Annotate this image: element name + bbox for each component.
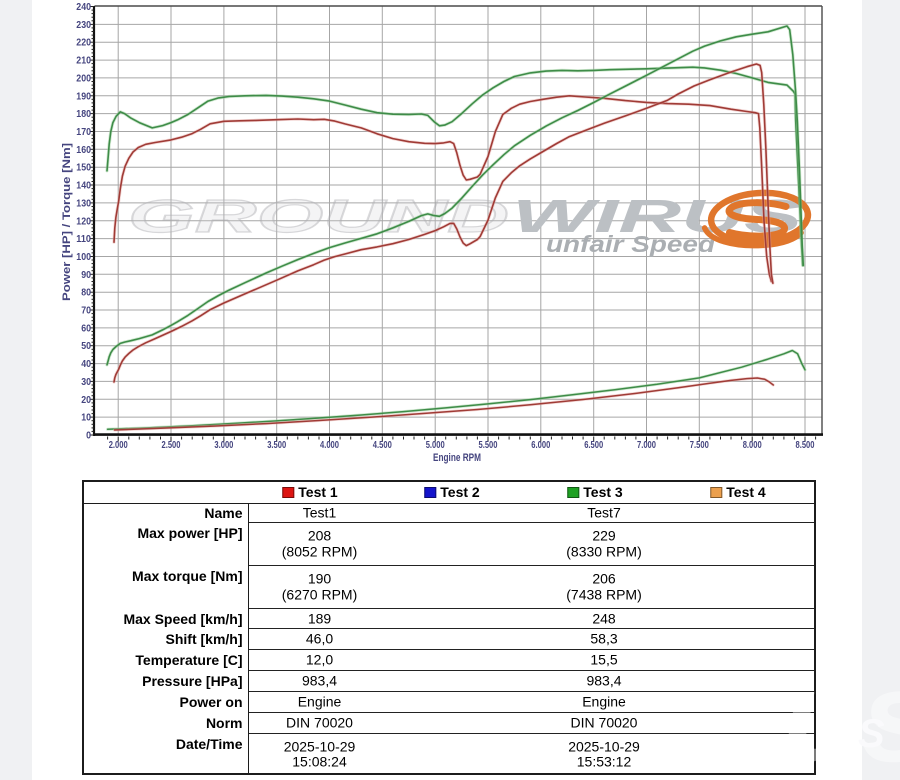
svg-text:200: 200 — [76, 73, 91, 84]
svg-text:60: 60 — [81, 323, 91, 334]
svg-text:230: 230 — [76, 20, 91, 31]
svg-text:0: 0 — [86, 431, 91, 442]
svg-text:110: 110 — [76, 234, 91, 245]
svg-text:150: 150 — [76, 163, 91, 174]
svg-text:50: 50 — [81, 341, 91, 352]
svg-text:100: 100 — [76, 252, 91, 263]
svg-text:3.500: 3.500 — [267, 439, 286, 451]
svg-text:7.500: 7.500 — [690, 439, 709, 451]
svg-text:8.500: 8.500 — [796, 439, 815, 451]
svg-text:2.500: 2.500 — [162, 439, 181, 451]
svg-text:240: 240 — [76, 2, 91, 13]
svg-text:Power [HP] / Torque [Nm]: Power [HP] / Torque [Nm] — [61, 143, 73, 301]
svg-text:6.000: 6.000 — [531, 439, 550, 451]
svg-text:8.000: 8.000 — [743, 439, 762, 451]
svg-text:6.500: 6.500 — [584, 439, 603, 451]
svg-text:2.000: 2.000 — [109, 439, 128, 451]
svg-text:120: 120 — [76, 216, 91, 227]
svg-text:90: 90 — [81, 270, 91, 281]
svg-text:unfair Speed: unfair Speed — [546, 231, 716, 257]
svg-text:170: 170 — [76, 127, 91, 138]
svg-text:80: 80 — [81, 288, 91, 299]
svg-text:5.500: 5.500 — [479, 439, 498, 451]
svg-text:70: 70 — [81, 306, 91, 317]
svg-text:190: 190 — [76, 91, 91, 102]
svg-text:130: 130 — [76, 198, 91, 209]
svg-text:4.500: 4.500 — [373, 439, 392, 451]
svg-text:10: 10 — [81, 413, 91, 424]
svg-text:7.000: 7.000 — [637, 439, 656, 451]
svg-text:GROUND: GROUND — [128, 190, 509, 242]
svg-text:160: 160 — [76, 145, 91, 156]
svg-text:Engine RPM: Engine RPM — [433, 452, 481, 464]
svg-text:3.000: 3.000 — [214, 439, 233, 451]
svg-text:140: 140 — [76, 181, 91, 192]
svg-text:20: 20 — [81, 395, 91, 406]
svg-text:30: 30 — [81, 377, 91, 388]
svg-text:180: 180 — [76, 109, 91, 120]
svg-text:5.000: 5.000 — [426, 439, 445, 451]
svg-text:40: 40 — [81, 359, 91, 370]
svg-text:210: 210 — [76, 56, 91, 67]
svg-text:220: 220 — [76, 38, 91, 49]
svg-text:4.000: 4.000 — [320, 439, 339, 451]
